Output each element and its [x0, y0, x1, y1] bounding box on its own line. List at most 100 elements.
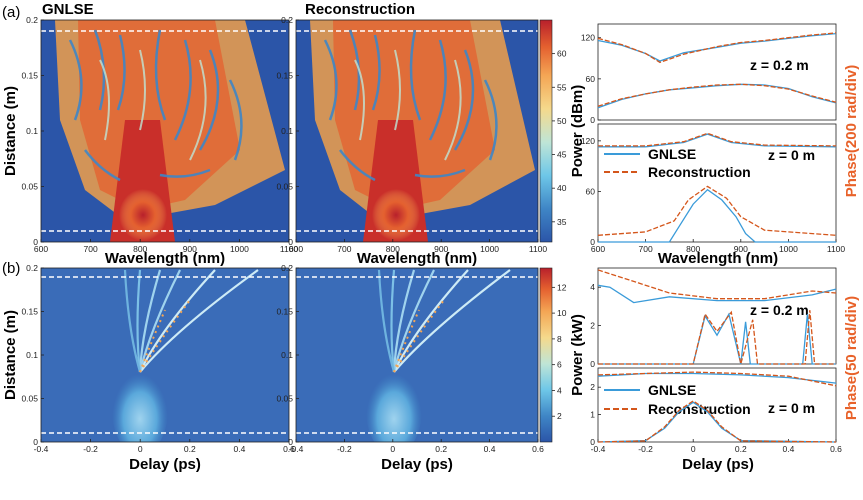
heatmap-b-gnlse-xtick-label: 0.4: [233, 444, 245, 454]
heatmap-a-gnlse-xtick-label: 700: [84, 244, 98, 254]
heatmap-b-gnlse-xtick-label: 0: [138, 444, 143, 454]
heatmap-a-reconstruction-ytick-label: 0.05: [276, 182, 293, 192]
line-a-top-series-reconstruction-phase: [597, 32, 837, 64]
line-b-top-series-reconstruction-power: [598, 310, 836, 365]
line-a-bottom-series-gnlse-power: [598, 188, 836, 243]
heatmap-a-reconstruction-xtick-label: 1100: [529, 244, 548, 254]
heatmap-a-reconstruction-ytick-label: 0.15: [276, 71, 293, 81]
heatmap-a-reconstruction-xtick-label: 900: [434, 244, 448, 254]
line-b-top-series-reconstruction-phase: [597, 269, 837, 300]
heatmap-a-gnlse-xtick-label: 1000: [230, 244, 249, 254]
line-b-top-ytick-label: 0: [590, 359, 595, 369]
line-b-bottom-xtick-label: -0.4: [591, 444, 606, 454]
heatmap-b-gnlse-ytick-label: 0.2: [26, 263, 38, 273]
line-b-bottom-xtick-label: 0.2: [735, 444, 747, 454]
heatmap-a-reconstruction-xtick-label: 700: [337, 244, 351, 254]
line-a-bottom-xtick-label: 1100: [827, 244, 846, 254]
heatmap-b-reconstruction-ytick-label: 0.2: [281, 263, 293, 273]
heatmap-a-reconstruction-xtick-label: 800: [386, 244, 400, 254]
line-a-top-ytick-label: 120: [581, 33, 595, 43]
heatmap-b-reconstruction-xtick-label: -0.4: [289, 444, 304, 454]
line-a-bottom-xtick-label: 800: [686, 244, 700, 254]
heatmap-b-reconstruction-xtick-label: 0.4: [484, 444, 496, 454]
heatmap-b-reconstruction-xtick-label: 0.2: [435, 444, 447, 454]
line-a-top-ytick-label: 0: [590, 115, 595, 125]
line-plot-a-bottom-frame: [597, 123, 837, 243]
x-axis-title-b-middle: Delay (ps): [381, 456, 453, 473]
colorbar-a-tick-label: 50: [557, 116, 567, 126]
colorbar-a-tick-label: 40: [557, 183, 567, 193]
annotation-z-0-b: z = 0 m: [768, 400, 815, 416]
phase-axis-title-b: Phase(50 rad/div): [843, 296, 860, 420]
heatmap-b-gnlse-xtick-label: -0.2: [83, 444, 98, 454]
heatmap-b-reconstruction-xtick-label: 0: [390, 444, 395, 454]
line-plot-a-top-frame: [597, 23, 837, 121]
reconstruction-title: Reconstruction: [305, 1, 415, 18]
heatmap-a-gnlse-ytick-label: 0: [33, 237, 38, 247]
heatmap-a-reconstruction-ytick-label: 0: [288, 237, 293, 247]
gnlse-title: GNLSE: [42, 1, 94, 18]
colorbar-b-tick-label: 10: [557, 308, 567, 318]
y-axis-title-a: Distance (m): [2, 86, 19, 176]
heatmap-b-gnlse-ytick-label: 0: [33, 437, 38, 447]
legend-label-gnlse: GNLSE: [648, 146, 696, 162]
annotation-z-0-2-a: z = 0.2 m: [750, 57, 809, 73]
colorbar-b-tick-label: 6: [557, 360, 562, 370]
legend-a: GNLSE Reconstruction: [604, 146, 751, 180]
heatmap-b-reconstruction-ytick-label: 0: [288, 437, 293, 447]
colorbar-b-label: Power (kW): [569, 314, 586, 396]
line-a-top-ytick-label: 60: [586, 74, 596, 84]
x-axis-title-b-left: Delay (ps): [129, 456, 201, 473]
heatmap-b-reconstruction-ytick-label: 0.1: [281, 350, 293, 360]
line-a-bottom-ytick-label: 120: [581, 136, 595, 146]
line-plot-b-top-frame: [597, 267, 837, 365]
heatmap-b-gnlse-xtick-label: 0.6: [283, 444, 295, 454]
heatmap-a-gnlse-ytick-label: 0.1: [26, 126, 38, 136]
line-a-bottom-xtick-label: 700: [639, 244, 653, 254]
colorbar-b-tick-label: 8: [557, 334, 562, 344]
heatmap-b-gnlse-ytick-label: 0.05: [21, 394, 38, 404]
heatmap-a-reconstruction-ytick-label: 0.2: [281, 15, 293, 25]
legend-label-reconstruction: Reconstruction: [648, 164, 751, 180]
heatmap-b-reconstruction: [295, 267, 539, 443]
legend-label-reconstruction: Reconstruction: [648, 401, 751, 417]
legend-label-gnlse: GNLSE: [648, 382, 696, 398]
heatmap-b-gnlse-ytick-label: 0.15: [21, 307, 38, 317]
annotation-z-0-2-b: z = 0.2 m: [750, 302, 809, 318]
heatmap-a-reconstruction-ytick-label: 0.1: [281, 126, 293, 136]
line-a-bottom-ytick-label: 0: [590, 237, 595, 247]
panel-a-label: (a): [2, 4, 20, 21]
heatmap-a-gnlse-ytick-label: 0.2: [26, 15, 38, 25]
heatmap-b-reconstruction-xtick-label: -0.2: [337, 444, 352, 454]
line-a-bottom-series-gnlse-phase: [598, 133, 837, 148]
heatmap-a-gnlse-xtick-label: 800: [133, 244, 147, 254]
heatmap-b-gnlse-xtick-label: -0.4: [34, 444, 49, 454]
line-b-bottom-ytick-label: 2: [590, 382, 595, 392]
line-a-bottom-ytick-label: 60: [586, 186, 596, 196]
heatmap-b-reconstruction-ytick-label: 0.05: [276, 394, 293, 404]
colorbar-a-tick-label: 60: [557, 49, 567, 59]
x-axis-title-b-right: Delay (ps): [682, 456, 754, 473]
colorbar-a-label: Power (dBm): [569, 85, 586, 178]
panel-b-label: (b): [2, 260, 20, 277]
colorbar-a: [539, 19, 553, 243]
x-axis-title-a-right: Wavelength (nm): [658, 250, 778, 267]
heatmap-a-gnlse-ytick-label: 0.05: [21, 182, 38, 192]
line-a-top-series-reconstruction-power: [597, 83, 837, 107]
line-a-bottom-xtick-label: 1000: [779, 244, 798, 254]
line-b-bottom-xtick-label: -0.2: [638, 444, 653, 454]
heatmap-a-reconstruction: [295, 19, 539, 243]
line-b-bottom-ytick-label: 1: [590, 410, 595, 420]
line-b-top-series-gnlse-phase: [597, 284, 837, 304]
colorbar-a-tick-label: 55: [557, 82, 567, 92]
line-a-bottom-xtick-label: 900: [734, 244, 748, 254]
colorbar-a-tick-label: 45: [557, 150, 567, 160]
line-a-bottom-xtick-label: 600: [591, 244, 605, 254]
line-b-top-ytick-label: 4: [590, 282, 595, 292]
line-b-top-ytick-label: 2: [590, 321, 595, 331]
heatmap-a-gnlse-xtick-label: 600: [34, 244, 48, 254]
heatmap-b-gnlse-xtick-label: 0.2: [184, 444, 196, 454]
x-axis-title-a-left: Wavelength (nm): [105, 250, 225, 267]
